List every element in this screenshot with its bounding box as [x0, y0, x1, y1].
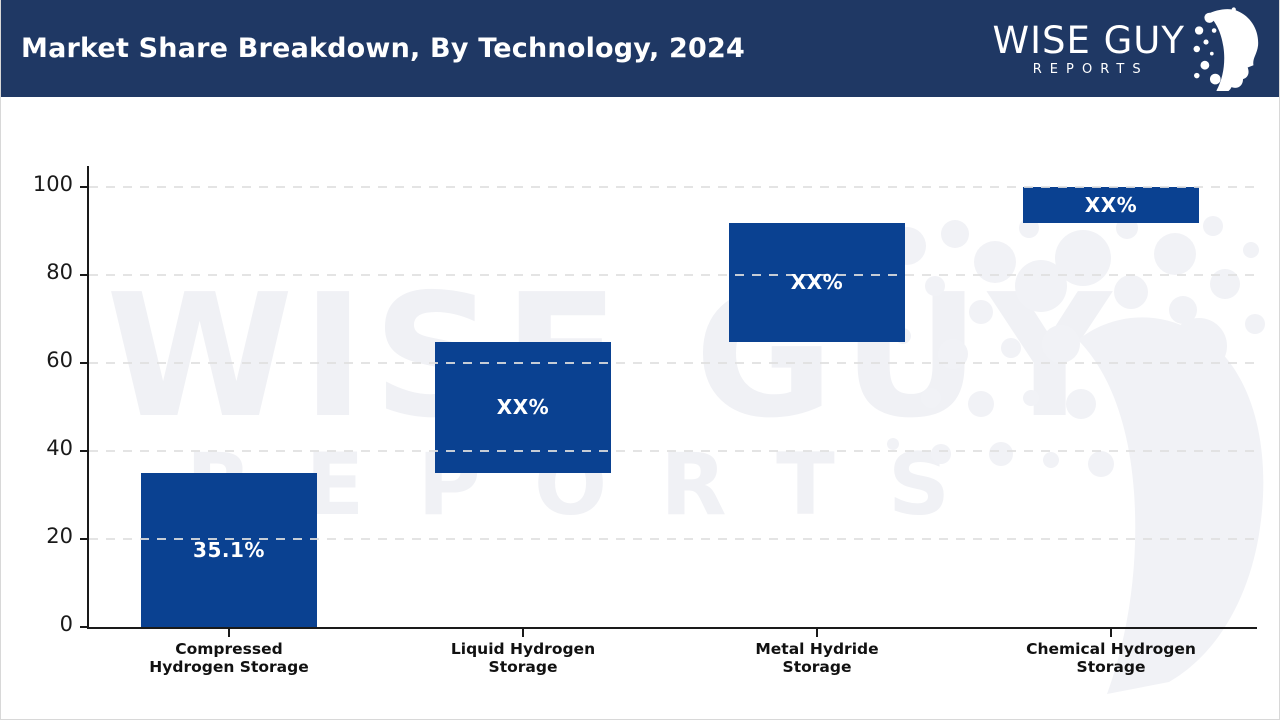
- brand-logo: WISE GUY REPORTS: [993, 6, 1265, 91]
- bar: [729, 223, 905, 342]
- y-tick-label: 100: [32, 172, 73, 196]
- bar-label: XX%: [496, 395, 550, 420]
- x-tick-label: Metal Hydride Storage: [755, 640, 879, 676]
- gridline: [89, 538, 1257, 540]
- y-tick-label: 0: [59, 612, 73, 636]
- y-tick-label: 40: [46, 436, 73, 460]
- gridline: [89, 274, 1257, 276]
- x-tick-label: Liquid Hydrogen Storage: [450, 640, 596, 676]
- bar: [141, 472, 317, 627]
- y-tick-label: 80: [46, 260, 73, 284]
- chart-area: WISE GUY REPORTS: [1, 97, 1279, 719]
- x-tick-label: Compressed Hydrogen Storage: [149, 640, 309, 676]
- y-tick-mark: [80, 362, 89, 364]
- bar-label: XX%: [1084, 193, 1138, 218]
- y-tick-mark: [80, 274, 89, 276]
- y-axis-line: [87, 166, 89, 629]
- bar: [1023, 187, 1199, 224]
- y-tick-mark: [80, 450, 89, 452]
- bar-label: XX%: [790, 270, 844, 295]
- gridline: [89, 186, 1257, 188]
- header-bar: Market Share Breakdown, By Technology, 2…: [1, 0, 1279, 97]
- y-tick-label: 60: [46, 348, 73, 372]
- x-tick-mark: [1110, 629, 1112, 637]
- x-axis-line: [87, 627, 1257, 629]
- logo-face-icon: [1193, 6, 1259, 91]
- y-tick-mark: [80, 626, 89, 628]
- gridline: [89, 450, 1257, 452]
- x-tick-label: Chemical Hydrogen Storage: [1026, 640, 1196, 676]
- gridline: [89, 362, 1257, 364]
- y-tick-mark: [80, 538, 89, 540]
- watermark-face-icon: [887, 216, 1265, 694]
- bar-label: 35.1%: [193, 537, 265, 562]
- x-tick-mark: [228, 629, 230, 637]
- brand-logo-text: WISE GUY REPORTS: [993, 22, 1185, 76]
- y-tick-label: 20: [46, 524, 73, 548]
- y-tick-mark: [80, 186, 89, 188]
- logo-reports-label: REPORTS: [1032, 61, 1149, 77]
- x-tick-mark: [522, 629, 524, 637]
- logo-wordmark: WISE GUY: [992, 18, 1185, 62]
- x-tick-mark: [816, 629, 818, 637]
- chart-title: Market Share Breakdown, By Technology, 2…: [21, 33, 746, 64]
